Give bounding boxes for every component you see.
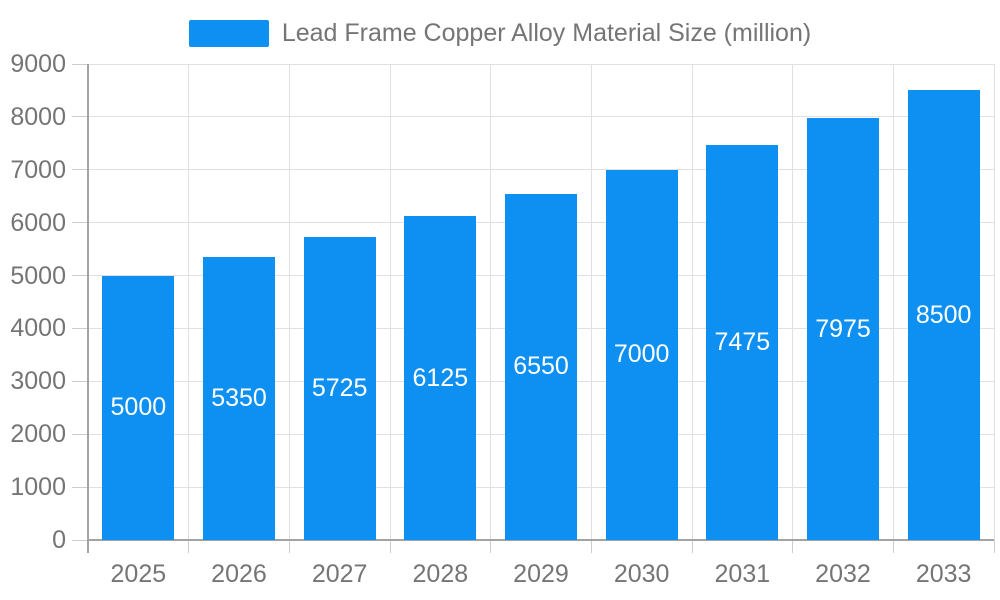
bar-value-label: 7475: [714, 327, 771, 356]
x-tick-label-2025: 2025: [110, 560, 167, 588]
x-tick-label-2033: 2033: [915, 560, 972, 588]
y-axis-tick: [72, 63, 88, 65]
x-tick-label-2026: 2026: [211, 560, 267, 588]
legend-swatch: [188, 19, 269, 47]
gridline-vertical: [389, 64, 391, 540]
legend-item[interactable]: Lead Frame Copper Alloy Material Size (m…: [0, 18, 1000, 48]
x-axis-tick: [590, 540, 592, 553]
bar-2030[interactable]: 7000: [605, 169, 678, 540]
gridline-horizontal: [88, 63, 994, 65]
y-tick-label-5000: 5000: [10, 261, 66, 290]
bar-2029[interactable]: 6550: [505, 193, 577, 540]
y-tick-label-7000: 7000: [10, 155, 66, 184]
y-axis-tick: [72, 327, 88, 329]
x-axis-tick: [993, 540, 995, 553]
bar-value-label: 8500: [915, 300, 972, 329]
x-axis-tick: [490, 540, 492, 553]
y-tick-label-1000: 1000: [10, 473, 66, 502]
y-tick-label-8000: 8000: [10, 102, 66, 131]
y-axis-tick: [72, 222, 88, 224]
bar-value-label: 7975: [815, 314, 871, 343]
x-tick-label-2029: 2029: [513, 560, 569, 588]
x-tick-label-2030: 2030: [613, 560, 670, 588]
x-tick-label-2031: 2031: [714, 560, 771, 588]
bar-value-label: 6550: [513, 352, 569, 381]
x-axis-line: [88, 539, 994, 541]
bar-value-label: 6125: [412, 363, 469, 392]
x-axis-tick: [892, 540, 894, 553]
x-axis-tick: [389, 540, 391, 553]
x-tick-label-2032: 2032: [815, 560, 871, 588]
x-tick-label-2027: 2027: [311, 560, 368, 588]
gridline-vertical: [892, 64, 894, 540]
y-tick-label-0: 0: [52, 526, 66, 554]
gridline-vertical: [691, 64, 693, 540]
bar-2027[interactable]: 5725: [303, 237, 376, 540]
x-axis-tick: [288, 540, 290, 553]
y-tick-label-2000: 2000: [10, 420, 66, 449]
x-axis-tick: [188, 540, 190, 553]
y-axis-line: [87, 64, 89, 553]
x-axis-tick: [792, 540, 794, 553]
gridline-vertical: [188, 64, 190, 540]
gridline-horizontal: [88, 169, 994, 171]
y-tick-label-6000: 6000: [10, 208, 66, 237]
gridline-vertical: [288, 64, 290, 540]
y-axis-tick: [72, 169, 88, 171]
gridline-vertical: [792, 64, 794, 540]
bar-value-label: 7000: [613, 340, 670, 369]
legend-label: Lead Frame Copper Alloy Material Size (m…: [281, 19, 812, 47]
x-tick-label-2028: 2028: [412, 560, 469, 588]
gridline-vertical: [490, 64, 492, 540]
y-axis-tick: [72, 486, 88, 488]
bar-2025[interactable]: 5000: [102, 275, 175, 540]
x-axis-tick: [691, 540, 693, 553]
bar-2031[interactable]: 7475: [706, 144, 779, 540]
bar-value-label: 5000: [110, 393, 167, 422]
y-tick-label-9000: 9000: [10, 50, 66, 78]
y-axis-tick: [72, 380, 88, 382]
y-axis-tick: [72, 116, 88, 118]
bar-2028[interactable]: 6125: [404, 216, 477, 540]
gridline-vertical: [590, 64, 592, 540]
y-tick-label-4000: 4000: [10, 314, 66, 343]
gridline-vertical: [993, 64, 995, 540]
y-axis-tick: [72, 433, 88, 435]
bar-value-label: 5350: [211, 384, 267, 412]
bar-value-label: 5725: [311, 374, 368, 403]
y-axis-tick: [72, 539, 88, 541]
bar-2032[interactable]: 7975: [807, 118, 879, 540]
bar-2033[interactable]: 8500: [907, 90, 980, 540]
bar-2026[interactable]: 5350: [203, 257, 275, 540]
gridline-horizontal: [88, 116, 994, 118]
y-tick-label-3000: 3000: [10, 367, 66, 396]
y-axis-tick: [72, 275, 88, 277]
